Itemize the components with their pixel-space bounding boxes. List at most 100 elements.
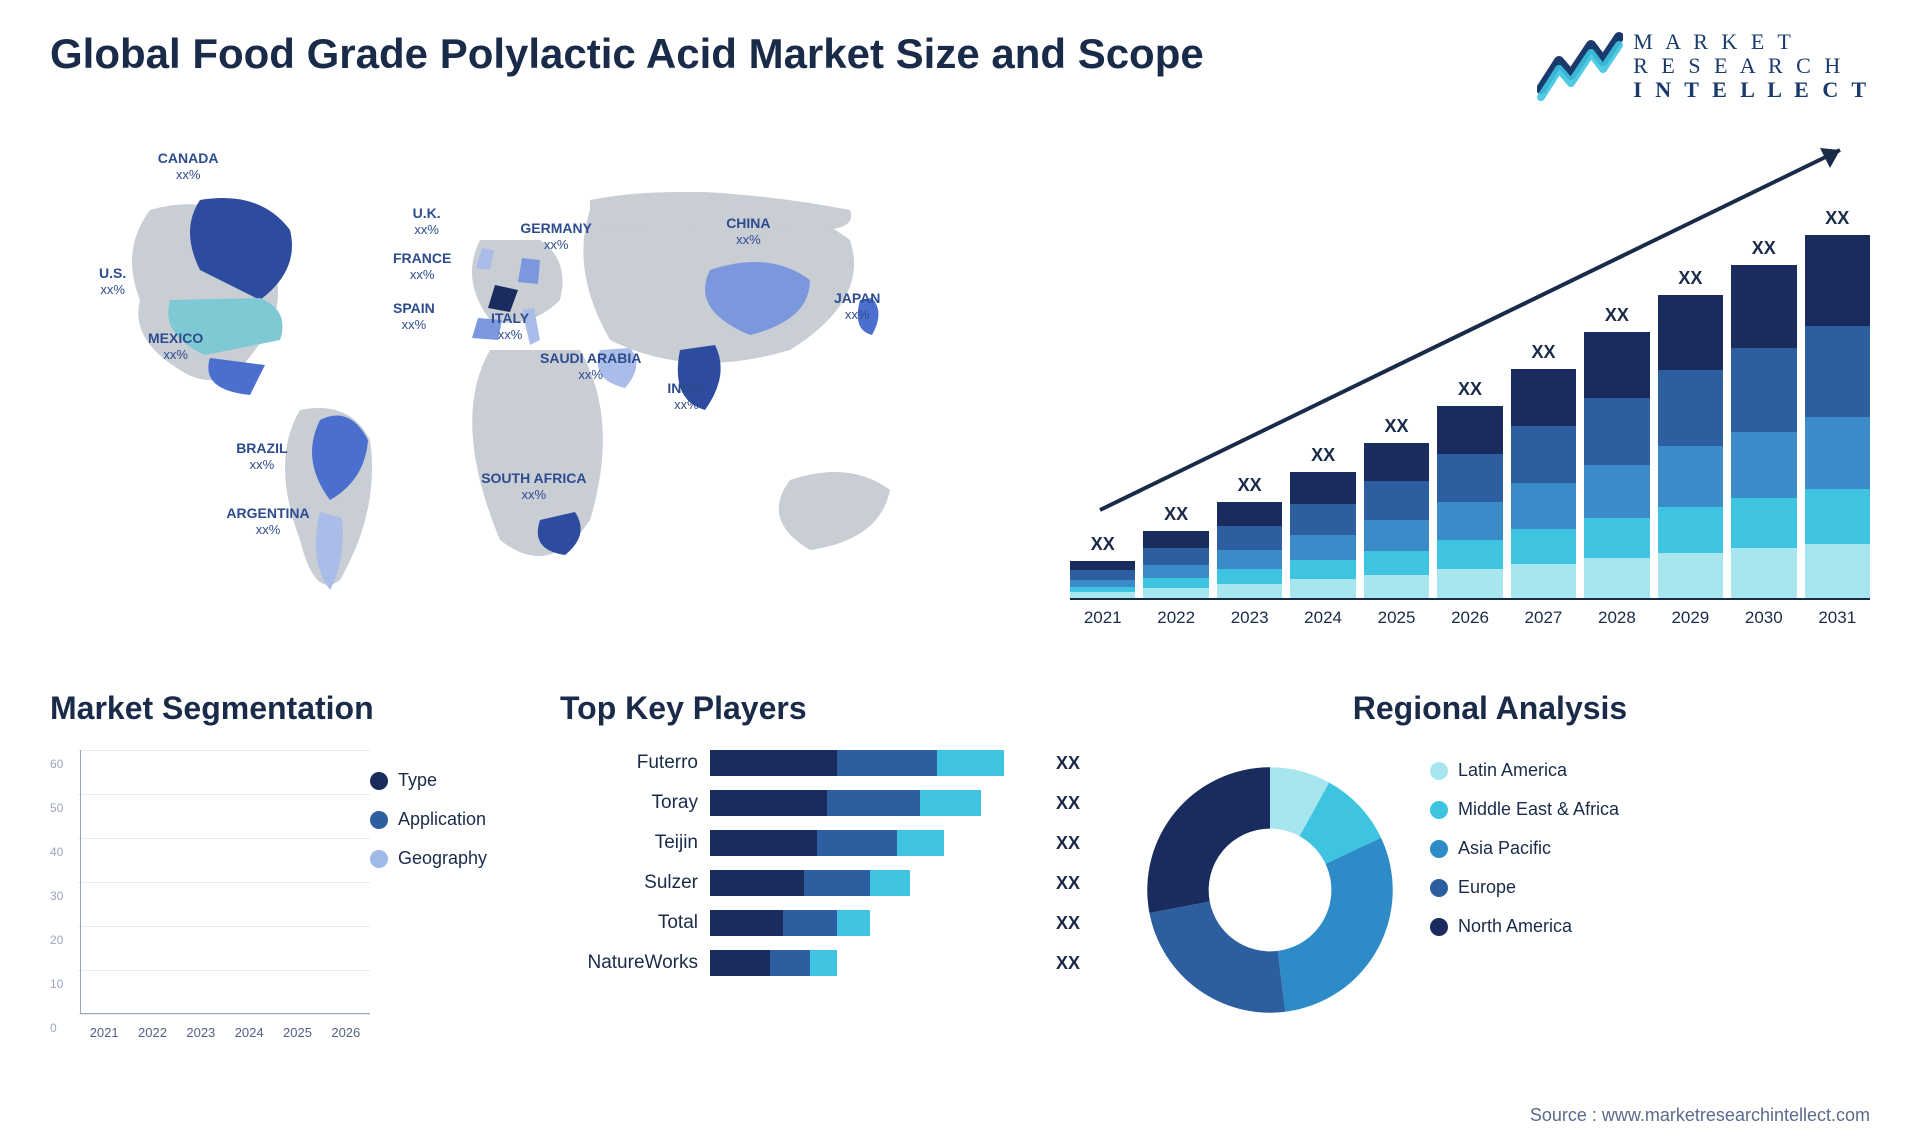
player-value: XX bbox=[1056, 753, 1080, 774]
bar-x-label: 2027 bbox=[1511, 608, 1576, 628]
section-titles: Market Segmentation Top Key Players Regi… bbox=[50, 690, 1870, 727]
bar-x-label: 2024 bbox=[1290, 608, 1355, 628]
regional-panel: Latin America Middle East & Africa Asia Pa… bbox=[1110, 740, 1870, 1040]
legend-item: Latin America bbox=[1430, 760, 1870, 781]
legend-item: North America bbox=[1430, 916, 1870, 937]
chart-bar: XX2026 bbox=[1437, 379, 1502, 598]
bottom-row: 0102030405060 202120222023202420252026 T… bbox=[50, 740, 1870, 1040]
bar-x-label: 2022 bbox=[1143, 608, 1208, 628]
bar-value-label: XX bbox=[1805, 208, 1870, 229]
bar-x-label: 2023 bbox=[1217, 608, 1282, 628]
logo-mark-icon bbox=[1537, 31, 1623, 101]
players-panel: FuterroXXTorayXXTeijinXXSulzerXXTotalXXN… bbox=[560, 740, 1080, 1040]
chart-bar: XX2027 bbox=[1511, 342, 1576, 598]
seg-x-label: 2024 bbox=[225, 1025, 273, 1040]
bar-x-label: 2030 bbox=[1731, 608, 1796, 628]
map-label: U.K.xx% bbox=[413, 205, 441, 237]
legend-item: Asia Pacific bbox=[1430, 838, 1870, 859]
map-label: ARGENTINAxx% bbox=[226, 505, 309, 537]
player-bar bbox=[710, 870, 1044, 896]
segmentation-legend: TypeApplicationGeography bbox=[370, 740, 530, 1040]
legend-dot-icon bbox=[1430, 840, 1448, 858]
map-label: GERMANYxx% bbox=[520, 220, 592, 252]
map-label: INDIAxx% bbox=[667, 380, 705, 412]
player-value: XX bbox=[1056, 913, 1080, 934]
player-bar bbox=[710, 950, 1044, 976]
players-title: Top Key Players bbox=[560, 690, 1110, 727]
chart-bar: XX2029 bbox=[1658, 268, 1723, 598]
player-row: TorayXX bbox=[560, 790, 1080, 816]
bar-x-label: 2021 bbox=[1070, 608, 1135, 628]
top-row: CANADAxx%U.S.xx%MEXICOxx%BRAZILxx%ARGENT… bbox=[50, 140, 1870, 640]
chart-bar: XX2024 bbox=[1290, 445, 1355, 598]
bar-value-label: XX bbox=[1511, 342, 1576, 363]
brand-logo: M A R K E T R E S E A R C H I N T E L L … bbox=[1537, 30, 1870, 103]
map-label: SPAINxx% bbox=[393, 300, 435, 332]
main-chart: XX2021XX2022XX2023XX2024XX2025XX2026XX20… bbox=[1070, 140, 1870, 640]
bar-value-label: XX bbox=[1217, 475, 1282, 496]
header: Global Food Grade Polylactic Acid Market… bbox=[50, 30, 1870, 103]
player-row: Futerro XX bbox=[560, 750, 1080, 776]
page-title: Global Food Grade Polylactic Acid Market… bbox=[50, 30, 1204, 78]
player-name: Toray bbox=[560, 792, 710, 814]
chart-bar: XX2022 bbox=[1143, 504, 1208, 598]
seg-x-label: 2022 bbox=[128, 1025, 176, 1040]
map-label: FRANCExx% bbox=[393, 250, 451, 282]
donut-slice bbox=[1278, 838, 1393, 1012]
player-bar bbox=[710, 790, 1044, 816]
bar-value-label: XX bbox=[1731, 238, 1796, 259]
player-row: TotalXX bbox=[560, 910, 1080, 936]
y-axis-tick: 10 bbox=[50, 977, 63, 991]
y-axis-tick: 20 bbox=[50, 933, 63, 947]
bar-value-label: XX bbox=[1364, 416, 1429, 437]
map-label: CHINAxx% bbox=[726, 215, 770, 247]
player-row: Sulzer XX bbox=[560, 870, 1080, 896]
player-row: TeijinXX bbox=[560, 830, 1080, 856]
player-bar bbox=[710, 910, 1044, 936]
seg-x-label: 2026 bbox=[322, 1025, 370, 1040]
bar-value-label: XX bbox=[1070, 534, 1135, 555]
bar-value-label: XX bbox=[1437, 379, 1502, 400]
player-name: Teijin bbox=[560, 832, 710, 854]
bar-value-label: XX bbox=[1290, 445, 1355, 466]
player-name: Sulzer bbox=[560, 872, 710, 894]
chart-bar: XX2023 bbox=[1217, 475, 1282, 598]
seg-x-label: 2021 bbox=[80, 1025, 128, 1040]
donut-svg bbox=[1110, 740, 1430, 1040]
map-label: MEXICOxx% bbox=[148, 330, 203, 362]
y-axis-tick: 0 bbox=[50, 1021, 57, 1035]
source-text: Source : www.marketresearchintellect.com bbox=[1530, 1105, 1870, 1126]
player-row: NatureWorksXX bbox=[560, 950, 1080, 976]
legend-item: Application bbox=[370, 809, 530, 830]
bar-x-label: 2028 bbox=[1584, 608, 1649, 628]
player-bar bbox=[710, 830, 1044, 856]
player-bar bbox=[710, 750, 1044, 776]
segmentation-chart: 0102030405060 202120222023202420252026 bbox=[50, 740, 370, 1040]
bar-x-label: 2029 bbox=[1658, 608, 1723, 628]
chart-bar: XX2025 bbox=[1364, 416, 1429, 598]
legend-dot-icon bbox=[1430, 762, 1448, 780]
player-name: NatureWorks bbox=[560, 952, 710, 974]
bar-x-label: 2031 bbox=[1805, 608, 1870, 628]
map-label: CANADAxx% bbox=[158, 150, 219, 182]
donut-slice bbox=[1147, 767, 1270, 913]
map-label: SAUDI ARABIAxx% bbox=[540, 350, 641, 382]
player-name: Futerro bbox=[560, 752, 710, 774]
legend-dot-icon bbox=[1430, 801, 1448, 819]
donut-chart bbox=[1110, 740, 1430, 1040]
bar-x-label: 2026 bbox=[1437, 608, 1502, 628]
regional-title: Regional Analysis bbox=[1110, 690, 1870, 727]
chart-bar: XX2030 bbox=[1731, 238, 1796, 598]
bar-value-label: XX bbox=[1584, 305, 1649, 326]
player-value: XX bbox=[1056, 873, 1080, 894]
legend-item: Geography bbox=[370, 848, 530, 869]
seg-x-label: 2023 bbox=[177, 1025, 225, 1040]
legend-dot-icon bbox=[1430, 879, 1448, 897]
donut-slice bbox=[1149, 901, 1285, 1012]
map-label: ITALYxx% bbox=[491, 310, 529, 342]
chart-bar: XX2021 bbox=[1070, 534, 1135, 598]
chart-bar: XX2031 bbox=[1805, 208, 1870, 598]
legend-item: Europe bbox=[1430, 877, 1870, 898]
legend-item: Middle East & Africa bbox=[1430, 799, 1870, 820]
map-label: JAPANxx% bbox=[834, 290, 880, 322]
